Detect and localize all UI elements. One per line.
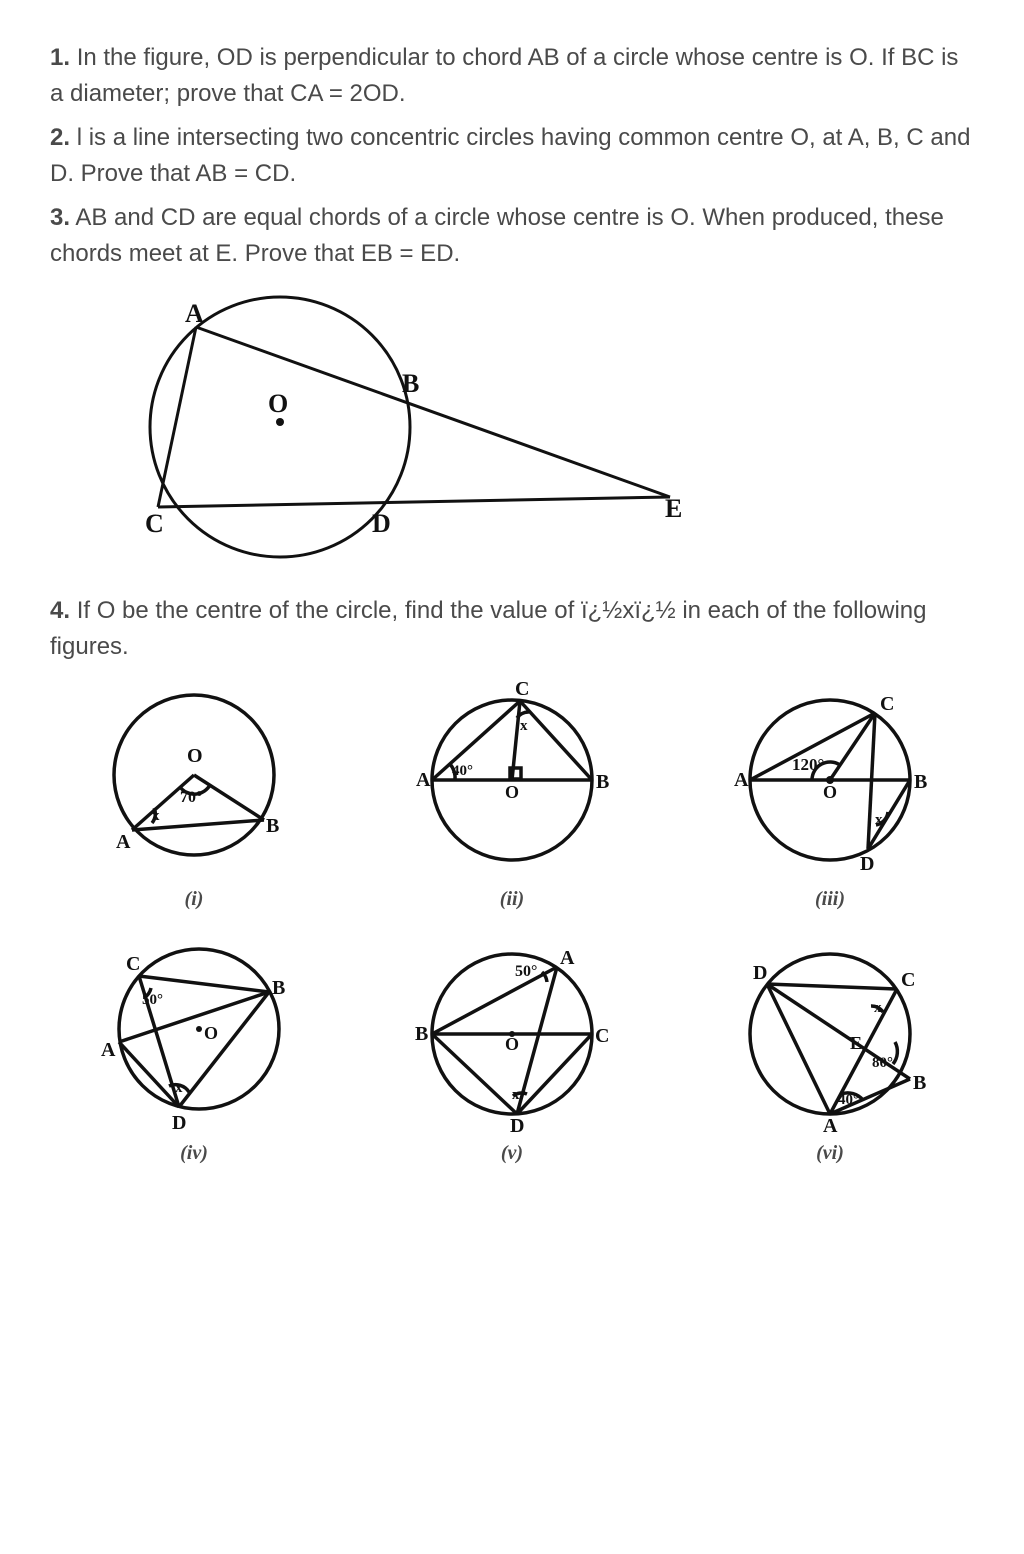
label-B: B xyxy=(402,369,419,398)
fig3-C: C xyxy=(880,693,894,715)
fig6-C: C xyxy=(901,969,915,991)
fig2-label: (ii) xyxy=(500,884,524,914)
fig1-label: (i) xyxy=(185,884,204,914)
fig5-A: A xyxy=(560,947,575,969)
q2-num: 2. xyxy=(50,124,70,151)
figure-i: O 70° A B x (i) xyxy=(50,680,338,914)
fig4-A: A xyxy=(101,1039,116,1061)
figure-v: A B C D O 50° x (v) xyxy=(368,934,656,1168)
fig2-angle: 40° xyxy=(452,763,473,779)
fig6-x: x xyxy=(874,1000,882,1016)
q3-num: 3. xyxy=(50,204,70,231)
q1-num: 1. xyxy=(50,44,70,71)
question-4: 4. If O be the centre of the circle, fin… xyxy=(50,593,974,665)
question-2: 2. l is a line intersecting two concentr… xyxy=(50,120,974,192)
q4-text: If O be the centre of the circle, find t… xyxy=(50,597,926,660)
fig1-B: B xyxy=(266,815,279,837)
label-A: A xyxy=(185,299,204,328)
fig6-A: A xyxy=(823,1115,838,1134)
figure-iv: C B A D O 50° x (iv) xyxy=(50,934,338,1168)
label-O: O xyxy=(268,389,288,418)
fig4-C: C xyxy=(126,953,140,975)
fig6-angle1: 80° xyxy=(872,1055,893,1071)
label-E: E xyxy=(665,494,682,523)
fig5-C: C xyxy=(595,1025,609,1047)
fig6-angle2: 40° xyxy=(838,1092,859,1108)
fig3-A: A xyxy=(734,769,749,791)
fig2-A: A xyxy=(416,769,431,791)
fig6-E: E xyxy=(850,1033,862,1053)
main-geometry-figure: A B C D E O xyxy=(90,282,974,583)
fig3-label: (iii) xyxy=(815,884,845,914)
fig1-O: O xyxy=(187,745,203,767)
fig3-D: D xyxy=(860,853,874,875)
fig2-x: x xyxy=(520,718,528,734)
label-D: D xyxy=(372,509,391,538)
figure-iii: C A B D O 120° x (iii) xyxy=(686,680,974,914)
figure-vi: D C B A E 80° 40° x (vi) xyxy=(686,934,974,1168)
fig1-A: A xyxy=(116,831,131,853)
fig5-B: B xyxy=(415,1023,428,1045)
fig6-label: (vi) xyxy=(816,1138,844,1168)
fig4-x: x xyxy=(175,1080,183,1096)
fig1-angle: 70° xyxy=(180,789,202,806)
fig2-O: O xyxy=(505,782,519,802)
q1-text: In the figure, OD is perpendicular to ch… xyxy=(50,44,958,107)
fig4-label: (iv) xyxy=(180,1138,208,1168)
fig4-angle: 50° xyxy=(142,992,163,1008)
fig3-x: x xyxy=(875,812,883,828)
fig4-D: D xyxy=(172,1112,186,1134)
fig3-angle: 120° xyxy=(792,755,824,774)
fig4-O: O xyxy=(204,1023,218,1043)
fig2-B: B xyxy=(596,771,609,793)
fig4-B: B xyxy=(272,977,285,999)
figures-grid: O 70° A B x (i) C A B O 40° xyxy=(50,680,974,1168)
fig5-angle: 50° xyxy=(515,963,537,980)
q2-text: l is a line intersecting two concentric … xyxy=(50,124,970,187)
fig6-D: D xyxy=(753,962,767,984)
fig3-O: O xyxy=(823,782,837,802)
fig3-B: B xyxy=(914,771,927,793)
figure-ii: C A B O 40° x (ii) xyxy=(368,680,656,914)
q3-text: AB and CD are equal chords of a circle w… xyxy=(50,204,944,267)
fig1-x: x xyxy=(152,808,160,824)
fig5-O: O xyxy=(505,1034,519,1054)
fig5-label: (v) xyxy=(501,1138,523,1168)
fig5-x: x xyxy=(512,1087,520,1103)
q4-num: 4. xyxy=(50,597,70,624)
fig2-C: C xyxy=(515,680,529,700)
fig5-D: D xyxy=(510,1115,524,1134)
question-3: 3. AB and CD are equal chords of a circl… xyxy=(50,200,974,272)
label-C: C xyxy=(145,509,164,538)
fig6-B: B xyxy=(913,1072,926,1094)
question-1: 1. In the figure, OD is perpendicular to… xyxy=(50,40,974,112)
